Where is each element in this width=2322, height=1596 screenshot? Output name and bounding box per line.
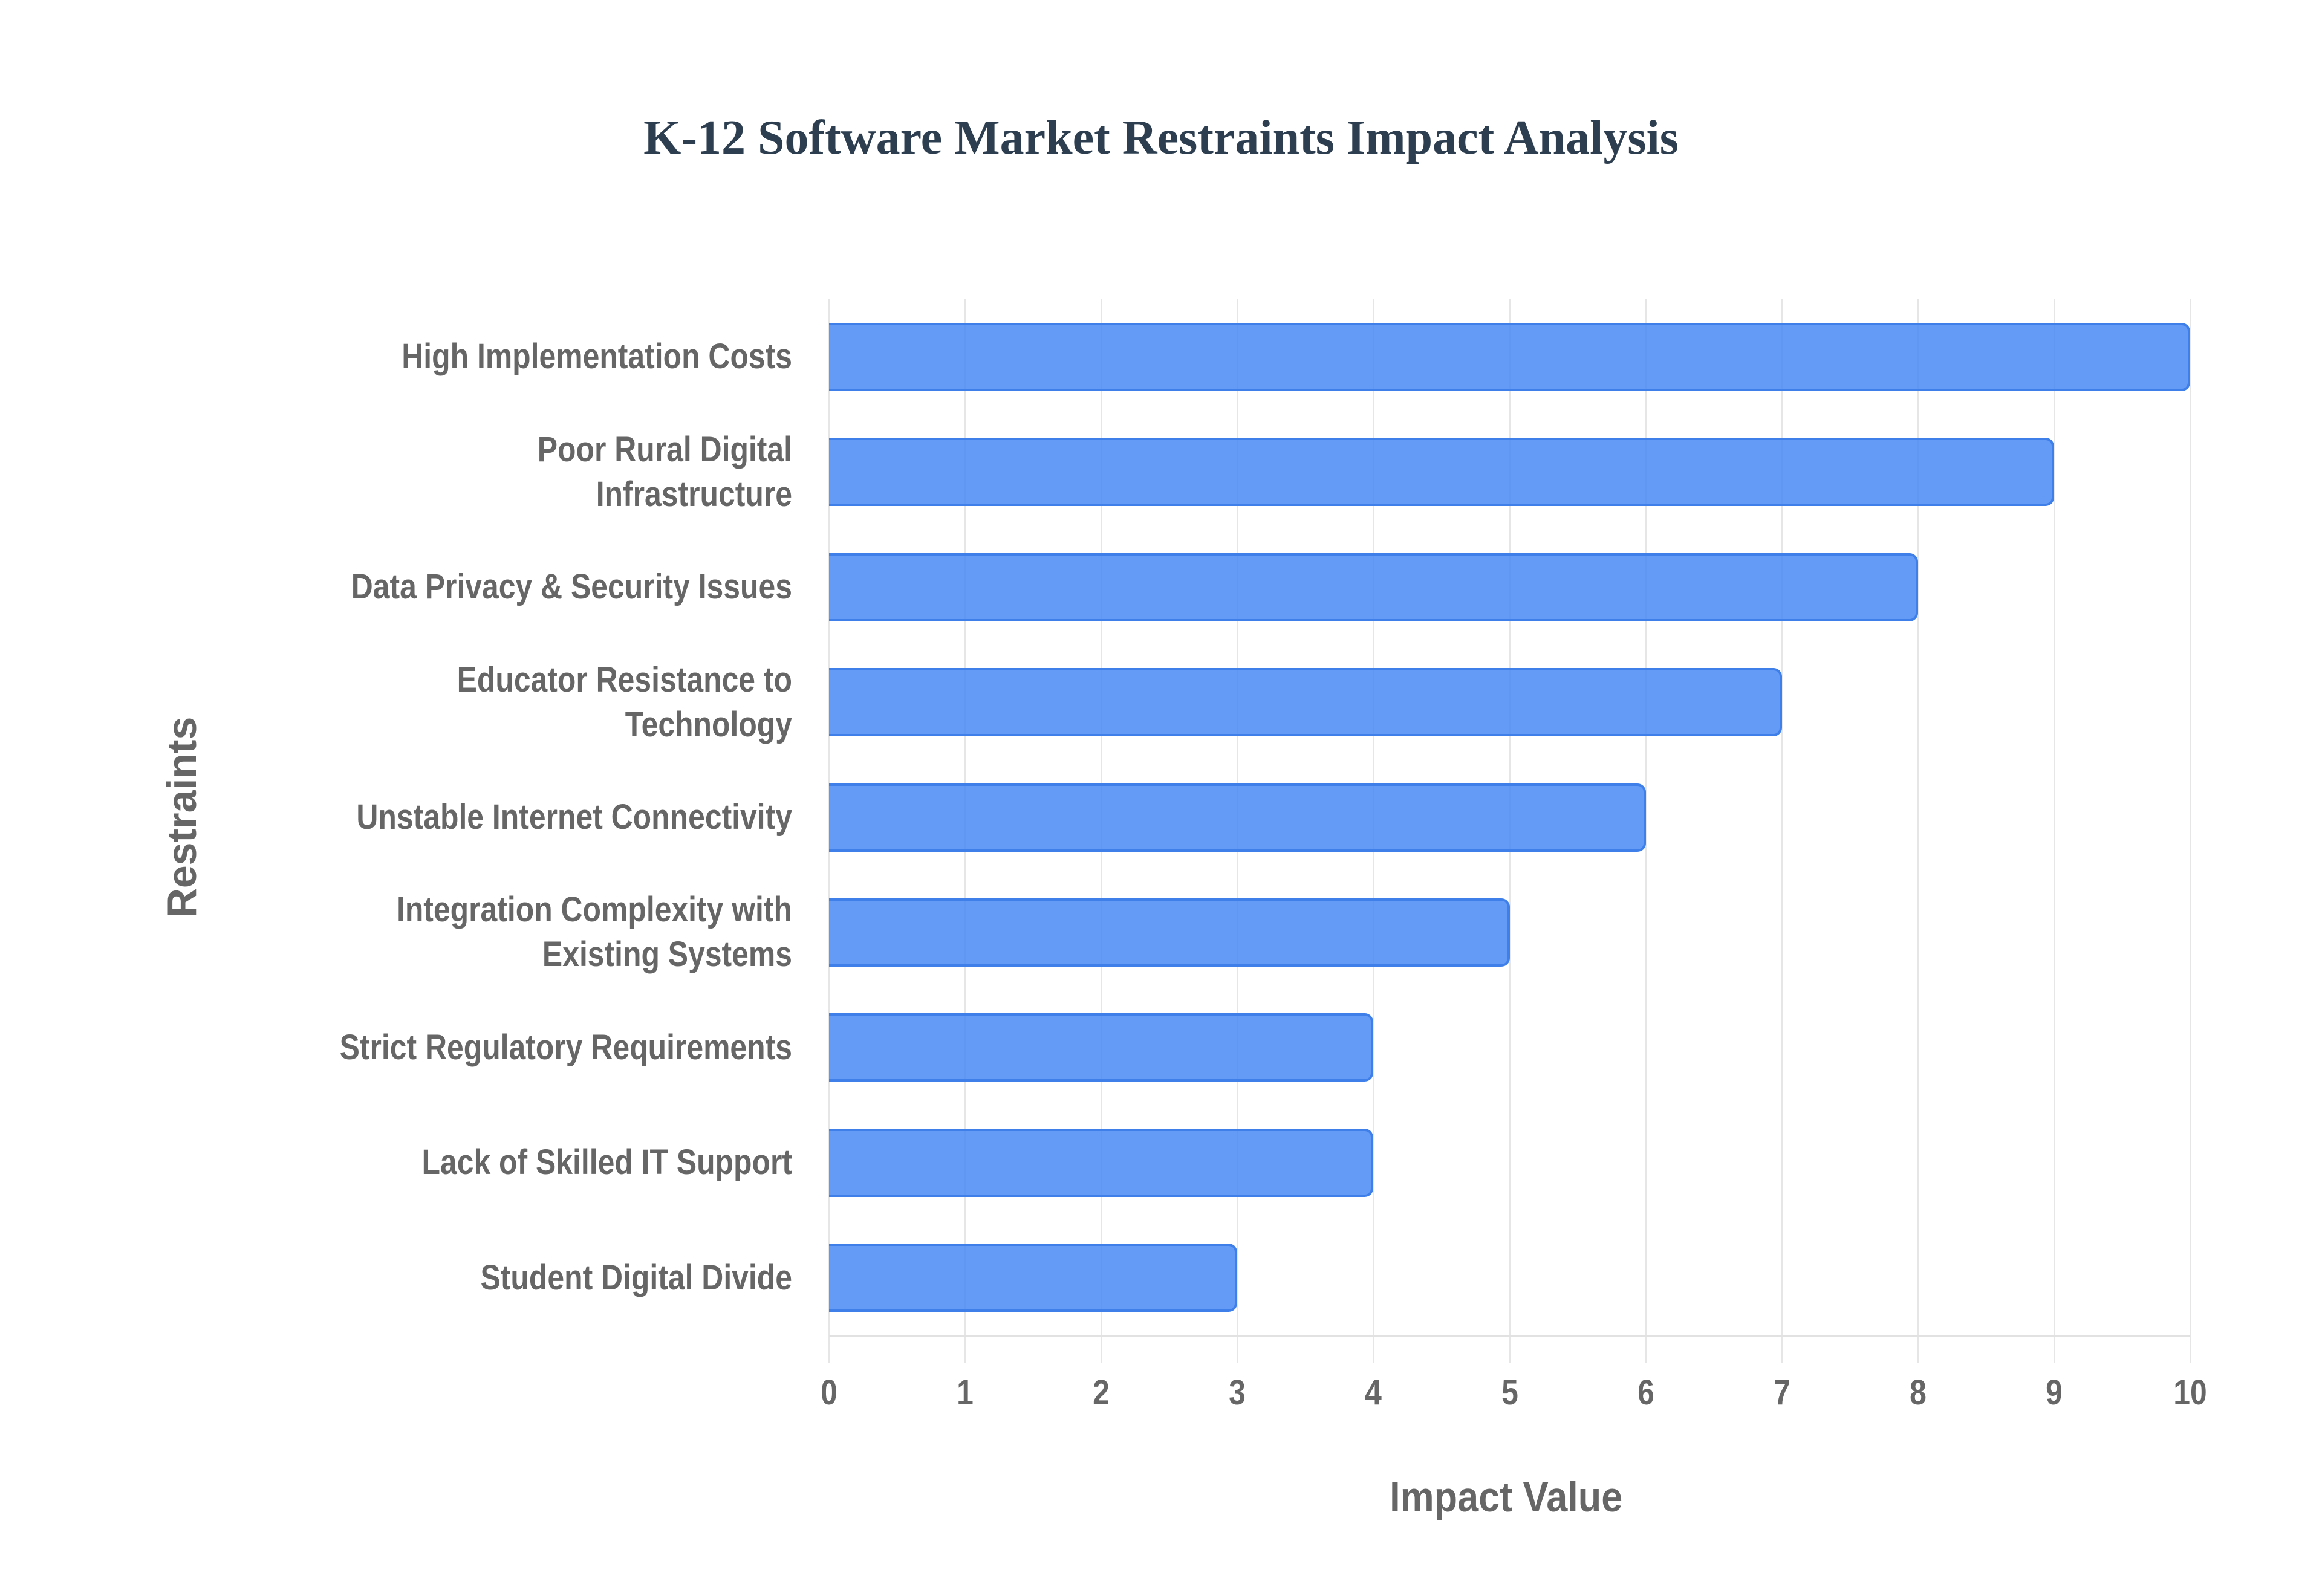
bar[interactable]: [829, 322, 2190, 391]
x-axis-title: Impact Value: [1390, 1473, 1623, 1520]
y-tick-label: Strict Regulatory Requirements: [339, 1027, 792, 1067]
y-tick-label: Unstable Internet Connectivity: [356, 797, 792, 837]
y-tick-label: Poor Rural Digital Infrastructure: [537, 429, 792, 514]
bar[interactable]: [829, 783, 1646, 852]
gridline: [2190, 299, 2191, 1363]
y-tick-label: Educator Resistance to Technology: [457, 660, 792, 744]
x-tick-label: 4: [1365, 1373, 1382, 1412]
x-tick-label: 1: [957, 1373, 974, 1412]
gridline: [1645, 299, 1647, 1363]
y-axis-title: Restraints: [159, 716, 205, 918]
bar[interactable]: [829, 1244, 1238, 1312]
y-tick-label: Lack of Skilled IT Support: [421, 1143, 792, 1182]
bar[interactable]: [829, 898, 1510, 967]
y-tick-label: Student Digital Divide: [480, 1257, 792, 1297]
bar[interactable]: [829, 553, 1918, 621]
plot-area: [828, 299, 2191, 1363]
bar[interactable]: [829, 1013, 1374, 1082]
x-tick-label: 7: [1773, 1373, 1790, 1412]
x-tick-label: 0: [821, 1373, 837, 1412]
x-tick-label: 2: [1093, 1373, 1110, 1412]
gridline: [2053, 299, 2055, 1363]
y-tick-label: Integration Complexity with Existing Syst…: [396, 890, 792, 975]
x-tick-label: 5: [1501, 1373, 1518, 1412]
x-tick-label: 9: [2046, 1373, 2063, 1412]
gridline: [1781, 299, 1783, 1363]
x-tick-label: 6: [1637, 1373, 1654, 1412]
x-axis-line: [829, 1335, 2190, 1337]
x-tick-label: 10: [2173, 1373, 2207, 1412]
y-tick-label: Data Privacy & Security Issues: [351, 567, 792, 607]
chart-title: K-12 Software Market Restraints Impact A…: [643, 111, 1679, 164]
x-tick-label: 3: [1229, 1373, 1246, 1412]
gridline: [1917, 299, 1919, 1363]
x-tick-label: 8: [1909, 1373, 1927, 1412]
bar[interactable]: [829, 1128, 1374, 1197]
bar[interactable]: [829, 668, 1782, 737]
y-tick-label: High Implementation Costs: [402, 337, 792, 377]
bar[interactable]: [829, 438, 2054, 507]
